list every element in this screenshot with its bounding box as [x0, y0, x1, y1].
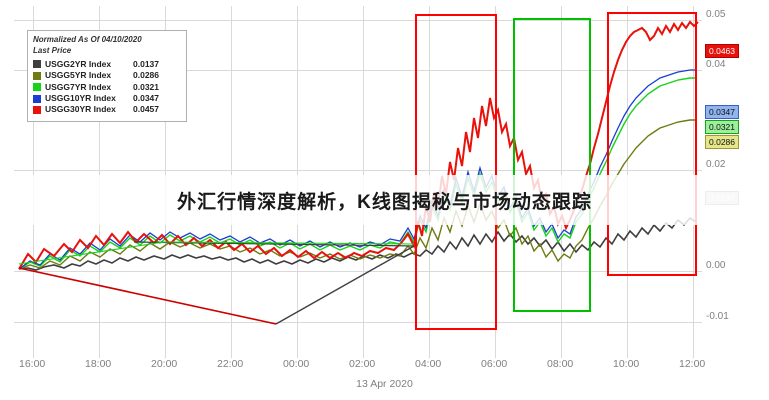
overlay-banner-text: 外汇行情深度解析，K线图揭秘与市场动态跟踪	[177, 191, 592, 213]
x-axis-title: 13 Apr 2020	[356, 378, 413, 390]
x-tick-10:00: 10:00	[613, 358, 640, 370]
gridline-0.05	[14, 20, 702, 21]
legend-swatch-usgg2yr	[33, 60, 41, 69]
price-flag-usgg10yr: 0.0347	[705, 105, 739, 119]
legend-label-usgg10yr: USGG10YR Index	[45, 93, 116, 103]
legend-item-usgg2yr: USGG2YR Index 0.0137	[33, 59, 181, 70]
price-flag-usgg7yr: 0.0321	[705, 120, 739, 134]
x-tick-04:00: 04:00	[415, 358, 442, 370]
legend-label-usgg2yr: USGG2YR Index	[45, 58, 112, 69]
legend-swatch-usgg10yr	[33, 94, 41, 103]
annotation-green-box	[513, 18, 591, 312]
y-tick-0.02: 0.02	[706, 159, 726, 170]
annotation-red-box-right	[607, 12, 697, 276]
x-tick-08:00: 08:00	[547, 358, 574, 370]
gridline-0.02	[14, 170, 702, 171]
legend-item-usgg7yr: USGG7YR Index 0.0321	[33, 82, 181, 93]
gridline--0.01	[14, 322, 702, 323]
price-flag-usgg30yr: 0.0463	[705, 44, 739, 58]
x-tick-18:00: 18:00	[85, 358, 112, 370]
legend-label-usgg7yr: USGG7YR Index	[45, 81, 112, 92]
annotation-red-box-left	[415, 14, 497, 330]
gridline-0.04	[14, 70, 702, 71]
x-tick-02:00: 02:00	[349, 358, 376, 370]
legend-swatch-usgg7yr	[33, 83, 41, 92]
legend-swatch-usgg5yr	[33, 71, 41, 80]
legend-title: Normalized As Of 04/10/2020	[33, 35, 142, 44]
legend: Normalized As Of 04/10/2020 Last Price U…	[27, 30, 187, 122]
y-axis-labels: 0.05 0.04 0.02 0.00 -0.01	[706, 0, 768, 358]
series-line-usgg2yr	[18, 216, 697, 271]
legend-value-usgg10yr: 0.0347	[133, 93, 159, 103]
legend-label-usgg5yr: USGG5YR Index	[45, 70, 112, 81]
y-tick-0.04: 0.04	[706, 59, 726, 70]
legend-swatch-usgg30yr	[33, 106, 41, 115]
legend-item-usgg10yr: USGG10YR Index 0.0347	[33, 93, 181, 104]
legend-item-usgg30yr: USGG30YR Index 0.0457	[33, 104, 181, 115]
legend-item-usgg5yr: USGG5YR Index 0.0286	[33, 70, 181, 81]
red-trend-line	[18, 267, 277, 325]
gridline-0.00	[14, 271, 702, 272]
x-tick-00:00: 00:00	[283, 358, 310, 370]
x-tick-20:00: 20:00	[151, 358, 178, 370]
x-tick-06:00: 06:00	[481, 358, 508, 370]
x-tick-16:00: 16:00	[19, 358, 46, 370]
legend-label-usgg30yr: USGG30YR Index	[45, 104, 116, 115]
overlay-banner: 外汇行情深度解析，K线图揭秘与市场动态跟踪	[0, 175, 769, 225]
y-tick--0.01: -0.01	[706, 311, 729, 322]
dark-trend-line	[275, 245, 415, 325]
y-tick-0.00: 0.00	[706, 260, 726, 271]
series-line-usgg30yr	[18, 20, 699, 270]
x-tick-22:00: 22:00	[217, 358, 244, 370]
green-trend-line-2	[163, 241, 415, 245]
y-tick-0.05: 0.05	[706, 9, 726, 20]
green-trend-line	[18, 241, 165, 265]
price-flag-usgg5yr: 0.0286	[705, 135, 739, 149]
legend-value-usgg2yr: 0.0137	[133, 58, 159, 69]
legend-subtitle: Last Price	[33, 45, 72, 55]
legend-value-usgg5yr: 0.0286	[133, 70, 159, 81]
x-tick-12:00: 12:00	[679, 358, 706, 370]
legend-value-usgg7yr: 0.0321	[133, 81, 159, 92]
legend-value-usgg30yr: 0.0457	[133, 104, 159, 115]
x-axis-labels: 16:00 18:00 20:00 22:00 00:00 02:00 04:0…	[0, 358, 769, 378]
